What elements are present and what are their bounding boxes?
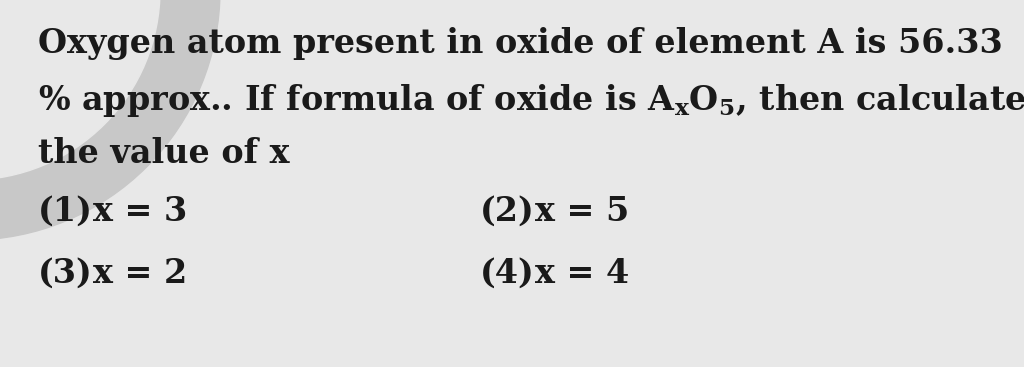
Text: (2): (2): [480, 195, 535, 228]
Text: Oxygen atom present in oxide of element A is 56.33: Oxygen atom present in oxide of element …: [38, 27, 1002, 60]
Circle shape: [0, 0, 160, 180]
Text: x = 2: x = 2: [93, 257, 187, 290]
Text: the value of x: the value of x: [38, 137, 290, 170]
Text: (3): (3): [38, 257, 93, 290]
Circle shape: [0, 0, 220, 240]
Text: x = 3: x = 3: [93, 195, 187, 228]
Text: x = 5: x = 5: [535, 195, 630, 228]
Text: x = 4: x = 4: [535, 257, 630, 290]
Text: (4): (4): [480, 257, 535, 290]
Text: % approx.. If formula of oxide is $\mathdefault{A_xO_5}$, then calculate: % approx.. If formula of oxide is $\math…: [38, 82, 1024, 119]
Text: (1): (1): [38, 195, 93, 228]
